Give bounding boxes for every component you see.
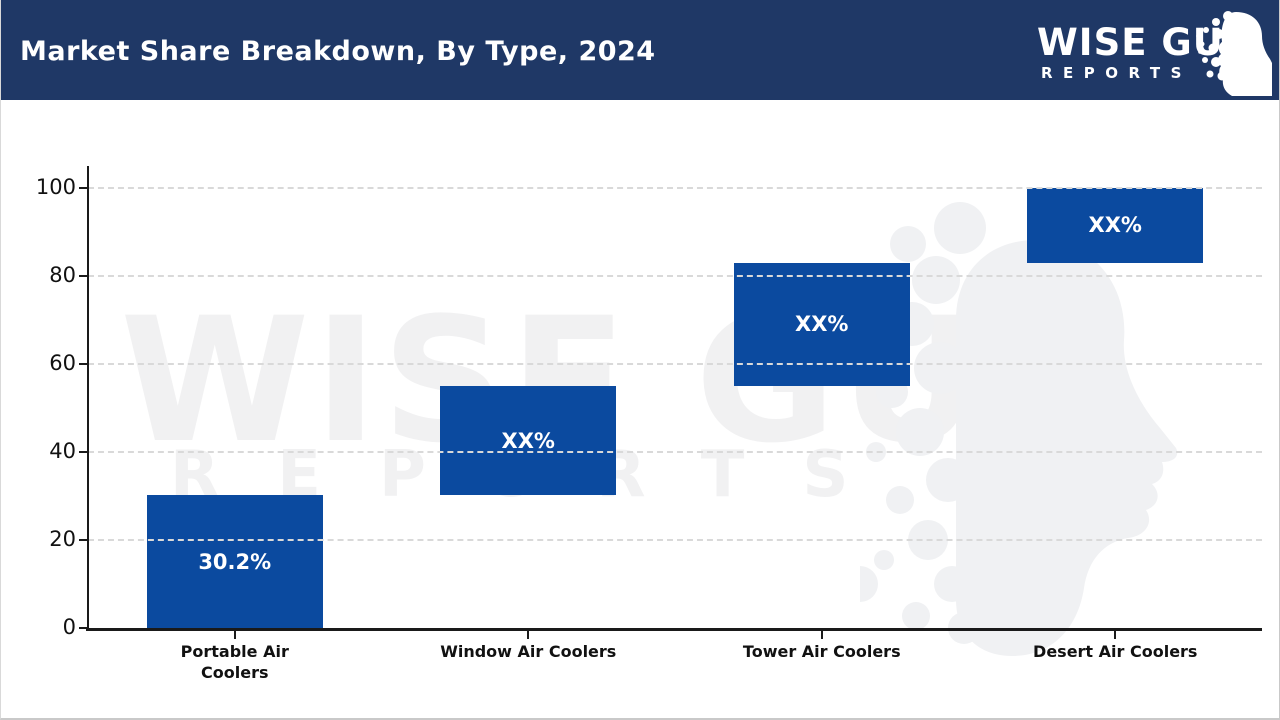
bar-desert-air-coolers xyxy=(1027,188,1204,263)
x-axis-line xyxy=(86,628,1262,631)
x-tick-mark xyxy=(820,631,823,639)
y-tick-mark-80 xyxy=(79,275,88,277)
x-tick-mark xyxy=(527,631,530,639)
x-tick-mark xyxy=(233,631,236,639)
x-tick-label-line: Window Air Coolers xyxy=(440,642,617,661)
gridline-y-60 xyxy=(88,363,1262,365)
logo-text-reports: REPORTS xyxy=(1041,64,1192,82)
y-tick-mark-40 xyxy=(79,451,88,453)
y-tick-label-80: 80 xyxy=(49,263,76,287)
y-tick-mark-60 xyxy=(79,363,88,365)
logo-wordmark: WISE GUY REPORTS xyxy=(1037,21,1252,83)
bar-value-label: XX% xyxy=(795,312,849,337)
bar-value-label: XX% xyxy=(501,428,555,453)
y-tick-mark-100 xyxy=(79,187,88,189)
x-tick-label-line: Portable Air xyxy=(180,642,289,661)
y-tick-mark-0 xyxy=(79,627,88,629)
gridline-y-80 xyxy=(88,275,1262,277)
gridline-y-100 xyxy=(88,187,1262,189)
bar-portable-air-coolers xyxy=(146,495,323,628)
x-tick-label-line: Tower Air Coolers xyxy=(742,642,901,661)
x-tick-label-window-air-coolers: Window Air Coolers xyxy=(408,641,648,662)
bar-window-air-coolers xyxy=(440,386,617,496)
x-tick-label-desert-air-coolers: Desert Air Coolers xyxy=(995,641,1235,662)
y-tick-label-20: 20 xyxy=(49,527,76,551)
bar-value-label: XX% xyxy=(1088,213,1142,238)
bar-value-label: 30.2% xyxy=(198,549,272,574)
page-title: Market Share Breakdown, By Type, 2024 xyxy=(20,36,656,67)
y-tick-label-60: 60 xyxy=(49,351,76,375)
y-tick-label-0: 0 xyxy=(62,615,76,639)
wise-guy-reports-logo: WISE GUY REPORTS xyxy=(1007,6,1272,96)
gridline-y-40 xyxy=(88,451,1262,453)
gridline-y-20 xyxy=(88,539,1262,541)
y-axis-line xyxy=(87,166,89,628)
x-tick-label-line: Coolers xyxy=(201,663,269,682)
header-bar: Market Share Breakdown, By Type, 2024 WI… xyxy=(0,0,1280,100)
x-tick-label-line: Desert Air Coolers xyxy=(1033,642,1198,661)
y-tick-label-40: 40 xyxy=(49,439,76,463)
x-tick-label-tower-air-coolers: Tower Air Coolers xyxy=(702,641,942,662)
bar-tower-air-coolers xyxy=(733,262,910,386)
wise-guy-face-icon xyxy=(1196,11,1272,96)
x-tick-mark xyxy=(1114,631,1117,639)
x-tick-label-portable-air-coolers: Portable Air Coolers xyxy=(115,641,355,683)
watermark-face-icon xyxy=(860,202,1178,656)
y-tick-mark-20 xyxy=(79,539,88,541)
logo-text-wise-guy: WISE GUY xyxy=(1037,21,1252,64)
y-tick-label-100: 100 xyxy=(35,175,76,199)
